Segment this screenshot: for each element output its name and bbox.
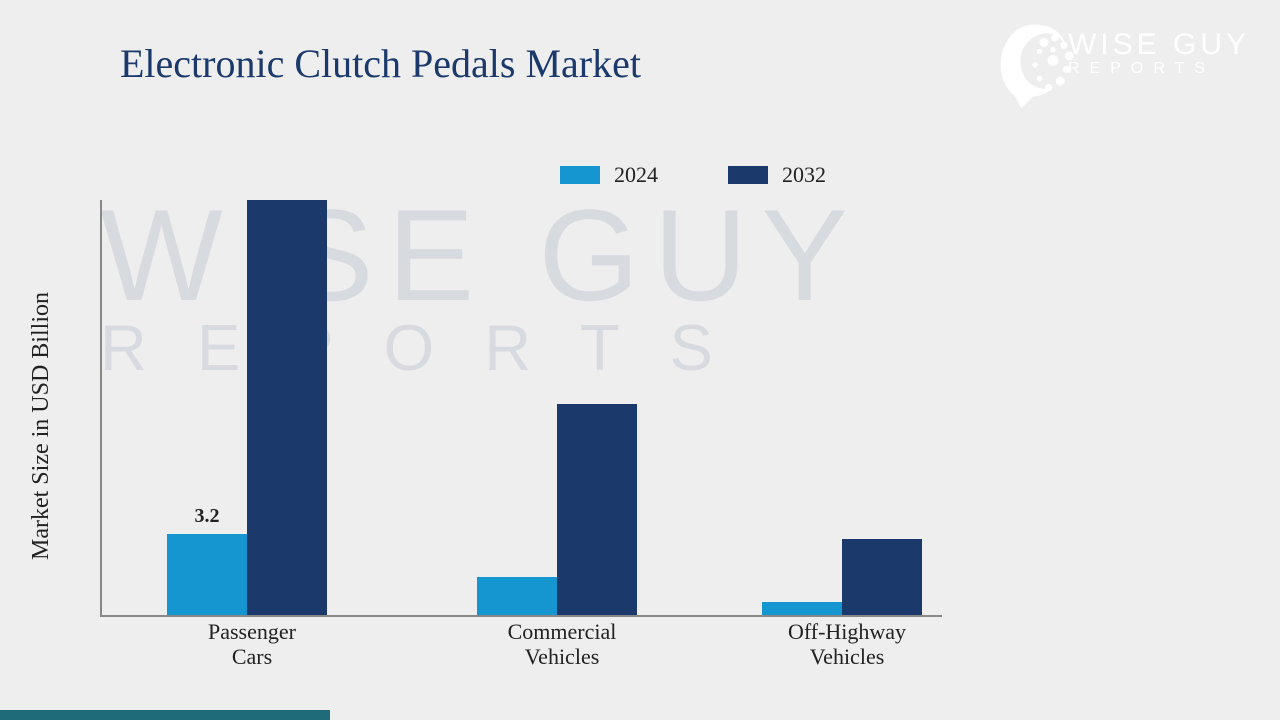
bar-chart: 3.2PassengerCars CommercialVehicles Off-Hi… — [100, 200, 942, 617]
x-axis-label: PassengerCars — [162, 615, 342, 670]
bar — [247, 200, 327, 615]
bar-group: Off-HighwayVehicles — [762, 539, 932, 615]
bar-value-label: 3.2 — [167, 505, 247, 528]
bottom-accent-strip — [0, 710, 330, 720]
brand-line1: WISE GUY — [1068, 28, 1250, 62]
bar — [557, 404, 637, 615]
bar: 3.2 — [167, 534, 247, 615]
bar — [842, 539, 922, 615]
bar — [762, 602, 842, 615]
page: WISE GUY REPORTS Electronic Clutch Pedal… — [0, 0, 1280, 720]
legend-item-2024: 2024 — [560, 162, 658, 188]
y-axis-label: Market Size in USD Billion — [28, 292, 55, 560]
bar — [477, 577, 557, 615]
chart-title: Electronic Clutch Pedals Market — [120, 40, 641, 87]
legend-item-2032: 2032 — [728, 162, 826, 188]
bar-group: CommercialVehicles — [477, 404, 647, 615]
bar-group: 3.2PassengerCars — [167, 200, 337, 615]
legend-swatch-2024 — [560, 166, 600, 184]
x-axis-label: Off-HighwayVehicles — [757, 615, 937, 670]
legend-label-2032: 2032 — [782, 162, 826, 188]
legend-label-2024: 2024 — [614, 162, 658, 188]
legend-swatch-2032 — [728, 166, 768, 184]
brand-logo: WISE GUY REPORTS — [1068, 28, 1250, 78]
x-axis-label: CommercialVehicles — [472, 615, 652, 670]
legend: 2024 2032 — [560, 162, 826, 188]
brand-head-icon — [990, 20, 1080, 110]
brand-line2: REPORTS — [1068, 60, 1250, 78]
